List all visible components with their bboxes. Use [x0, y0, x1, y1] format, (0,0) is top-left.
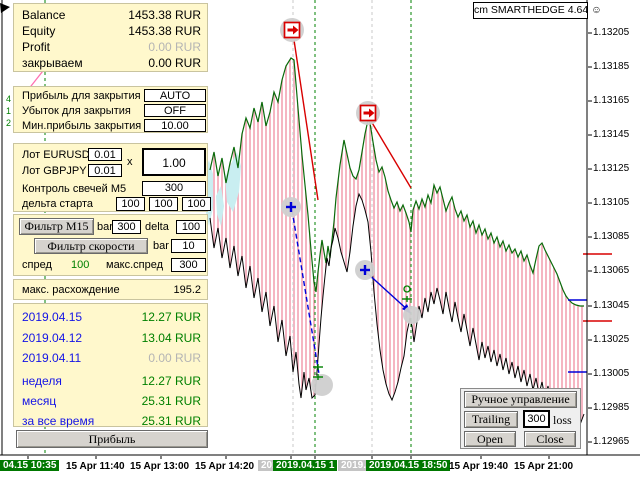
price-tick: 1.12965: [593, 436, 630, 447]
m15-filter-button[interactable]: Фильтр M15: [19, 218, 94, 235]
speed-bar-input[interactable]: 10: [171, 239, 206, 253]
profit-value: 0.00 RUR: [148, 40, 201, 54]
profit-close-input[interactable]: AUTO: [144, 89, 206, 102]
divergence-label: макс. расхождение: [22, 284, 120, 296]
balance-value: 1453.38 RUR: [128, 8, 201, 22]
price-tick: 1.13085: [593, 231, 630, 242]
time-badge: 2019.04.15 1: [273, 460, 338, 471]
time-badge: 2019.04.: [338, 460, 383, 471]
start-delta-input-2[interactable]: 100: [149, 197, 178, 211]
price-tick: 1.13185: [593, 61, 630, 72]
loss-close-label: Убыток для закрытия: [22, 105, 131, 117]
ea-title-box: cm SMARTHEDGE 4.64 ☺: [473, 2, 602, 19]
time-tick: 15 Apr 19:40: [449, 461, 509, 472]
result-month-label: месяц: [22, 394, 57, 408]
result-alltime-label: за все время: [22, 414, 95, 428]
speed-filter-button[interactable]: Фильтр скорости: [34, 238, 148, 254]
divergence-panel: макс. расхождение 195.2: [13, 279, 208, 300]
bar-label: bar: [97, 221, 113, 233]
result-week-label: неделя: [22, 374, 62, 388]
ea-title: cm SMARTHEDGE 4.64: [474, 4, 589, 16]
price-tick: 1.13065: [593, 265, 630, 276]
price-tick: 1.13145: [593, 129, 630, 140]
spread-value: 100: [71, 259, 90, 271]
svg-text:1: 1: [6, 106, 11, 116]
result-value-2: 13.04 RUR: [141, 331, 201, 345]
result-value-1: 12.27 RUR: [141, 310, 201, 324]
time-badge: 2019.04.15 18:50: [366, 460, 451, 471]
lot-gbpjpy-input[interactable]: 0.01: [88, 164, 122, 177]
min-profit-input[interactable]: 10.00: [144, 119, 206, 132]
multiply-label: x: [127, 156, 133, 168]
lot-gbpjpy-label: Лот GBPJPY: [22, 165, 87, 177]
closing-label: закрываем: [22, 56, 83, 70]
multiplier-input[interactable]: 1.00: [142, 148, 206, 176]
equity-value: 1453.38 RUR: [128, 24, 201, 38]
m5-candles-input[interactable]: 300: [142, 181, 206, 196]
trailing-input[interactable]: 300: [523, 410, 550, 428]
profit-close-label: Прибыль для закрытия: [22, 90, 141, 102]
lots-panel: Лот EURUSD 0.01 x 1.00 Лот GBPJPY 0.01 К…: [13, 143, 211, 212]
account-panel: Balance 1453.38 RUR Equity 1453.38 RUR Pro…: [13, 3, 208, 72]
results-panel: 2019.04.15 12.27 RUR 2019.04.12 13.04 RUR …: [13, 303, 208, 428]
closing-value: 0.00 RUR: [148, 56, 201, 70]
lot-eurusd-input[interactable]: 0.01: [88, 148, 122, 161]
profit-label: Profit: [22, 40, 51, 54]
result-month-value: 25.31 RUR: [141, 394, 201, 408]
lot-eurusd-label: Лот EURUSD: [22, 149, 90, 161]
max-spread-input[interactable]: 300: [171, 258, 206, 272]
loss-close-input[interactable]: OFF: [144, 104, 206, 117]
price-tick: 1.12985: [593, 402, 630, 413]
start-delta-input-3[interactable]: 100: [182, 197, 211, 211]
smiley-icon: ☺: [591, 4, 602, 16]
time-badge: 201: [258, 460, 281, 471]
price-tick: 1.13125: [593, 163, 630, 174]
max-spread-label: макс.спред: [106, 259, 164, 271]
result-date-2: 2019.04.12: [22, 331, 83, 345]
min-profit-label: Мин.прибыль закрытия: [22, 120, 142, 132]
filters-panel: Фильтр M15 bar 300 delta 100 Фильтр скор…: [13, 214, 208, 276]
time-tick: 15 Apr 13:00: [130, 461, 190, 472]
trailing-button[interactable]: Trailing: [464, 411, 518, 428]
equity-label: Equity: [22, 24, 56, 38]
m5-candles-label: Контроль свечей M5: [22, 183, 127, 195]
time-tick: 15 Apr 11:40: [66, 461, 125, 472]
start-delta-label: дельта старта: [22, 198, 93, 210]
m15-delta-input[interactable]: 100: [176, 220, 206, 234]
bar2-label: bar: [153, 240, 169, 252]
time-tick: 15 Apr 14:20: [195, 461, 255, 472]
result-date-3: 2019.04.11: [22, 351, 82, 365]
spread-label: спред: [22, 259, 52, 271]
manual-control-button[interactable]: Ручное управление: [464, 391, 577, 408]
profit-button[interactable]: Прибыль: [16, 430, 208, 448]
price-tick: 1.13105: [593, 197, 630, 208]
time-tick: 15 Apr 21:00: [514, 461, 574, 472]
close-settings-panel: Прибыль для закрытия AUTO Убыток для зак…: [13, 86, 208, 133]
price-tick: 1.13205: [593, 27, 630, 38]
loss-label: loss: [553, 413, 572, 427]
divergence-value: 195.2: [173, 284, 201, 296]
price-tick: 1.13025: [593, 334, 630, 345]
delta-label: delta: [145, 221, 169, 233]
open-button[interactable]: Open: [464, 431, 516, 447]
price-tick: 1.13045: [593, 300, 630, 311]
time-badge: 04.15 10:35: [0, 460, 60, 471]
close-button[interactable]: Close: [524, 431, 576, 447]
svg-text:2: 2: [6, 118, 11, 128]
svg-text:4: 4: [6, 94, 11, 104]
result-week-value: 12.27 RUR: [141, 374, 201, 388]
result-date-1: 2019.04.15: [22, 310, 83, 324]
price-tick: 1.13165: [593, 95, 630, 106]
balance-label: Balance: [22, 8, 66, 22]
price-tick: 1.13005: [593, 368, 630, 379]
result-value-3: 0.00 RUR: [148, 351, 201, 365]
m15-bar-input[interactable]: 300: [112, 220, 141, 234]
result-alltime-value: 25.31 RUR: [141, 414, 201, 428]
start-delta-input-1[interactable]: 100: [116, 197, 145, 211]
